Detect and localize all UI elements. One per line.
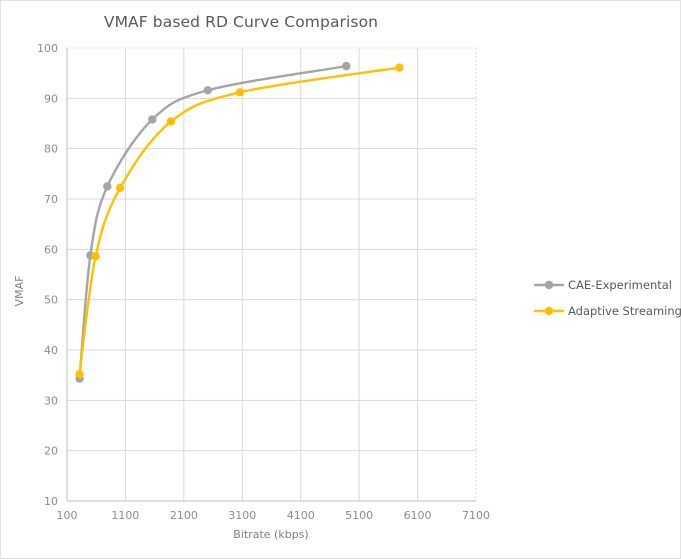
y-tick-60: 60: [44, 243, 58, 256]
series-layer: [75, 61, 404, 383]
data-point: [235, 88, 245, 97]
y-tick-labels: 10 20 30 40 50 60 70 80 90 100: [37, 42, 58, 508]
x-tick-1100: 1100: [111, 509, 139, 522]
y-tick-20: 20: [44, 445, 58, 458]
data-point: [75, 369, 84, 379]
chart-legend: CAE-Experimental Adaptive Streaming: [533, 278, 681, 318]
data-point: [342, 61, 351, 71]
legend-label: Adaptive Streaming: [568, 304, 681, 318]
legend-item-2[interactable]: Adaptive Streaming: [533, 304, 681, 318]
x-tick-7100: 7100: [462, 509, 490, 522]
x-tick-3100: 3100: [228, 509, 256, 522]
legend-marker-icon: [544, 306, 554, 316]
y-gridlines: [67, 47, 476, 452]
legend-label: CAE-Experimental: [568, 278, 672, 292]
x-tick-6100: 6100: [404, 509, 432, 522]
x-tick-100: 100: [57, 509, 78, 522]
x-tick-2100: 2100: [170, 509, 198, 522]
data-point: [103, 182, 112, 191]
data-point: [91, 252, 100, 261]
data-point: [115, 183, 125, 193]
data-point: [148, 115, 157, 124]
chart-title: VMAF based RD Curve Comparison: [103, 13, 379, 31]
y-tick-70: 70: [44, 193, 58, 206]
x-tick-labels: 100 1100 2100 3100 4100 5100 6100 7100: [57, 509, 491, 522]
series-2: [75, 63, 404, 379]
x-tick-5100: 5100: [345, 509, 373, 522]
x-gridlines: [124, 48, 477, 501]
series-line: [78, 66, 401, 376]
axis-lines: [66, 48, 476, 502]
data-point: [203, 86, 213, 95]
y-tick-90: 90: [44, 92, 58, 105]
legend-item-1[interactable]: CAE-Experimental: [533, 278, 672, 292]
y-tick-10: 10: [44, 495, 58, 508]
x-axis-title: Bitrate (kbps): [233, 528, 308, 541]
legend-marker-icon: [544, 280, 554, 290]
x-tick-4100: 4100: [287, 509, 315, 522]
series-1: [75, 61, 351, 383]
data-point: [395, 63, 404, 72]
y-axis-title: VMAF: [13, 276, 26, 307]
series-line: [78, 64, 348, 380]
y-tick-100: 100: [37, 42, 58, 55]
y-tick-30: 30: [44, 394, 58, 407]
y-tick-80: 80: [44, 143, 58, 156]
data-point: [166, 117, 176, 126]
y-tick-40: 40: [44, 344, 58, 357]
y-tick-50: 50: [44, 294, 58, 307]
